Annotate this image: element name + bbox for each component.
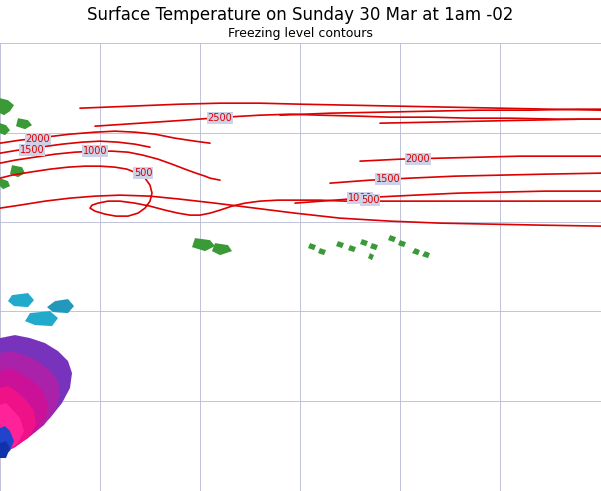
Polygon shape xyxy=(422,251,430,258)
Text: 2000: 2000 xyxy=(26,134,50,144)
Text: 2000: 2000 xyxy=(406,154,430,164)
Polygon shape xyxy=(10,165,25,177)
Polygon shape xyxy=(212,243,232,255)
Polygon shape xyxy=(8,293,34,307)
Text: 2500: 2500 xyxy=(207,113,233,123)
Polygon shape xyxy=(16,118,32,129)
Polygon shape xyxy=(0,386,36,453)
Polygon shape xyxy=(47,299,74,313)
Text: 1000: 1000 xyxy=(83,146,107,156)
Polygon shape xyxy=(0,335,72,458)
Polygon shape xyxy=(25,311,58,326)
Text: Freezing level contours: Freezing level contours xyxy=(228,27,373,40)
Text: 1000: 1000 xyxy=(348,193,372,203)
Polygon shape xyxy=(368,253,374,260)
Polygon shape xyxy=(0,403,24,451)
Polygon shape xyxy=(388,235,396,242)
Text: Surface Temperature on Sunday 30 Mar at 1am -02: Surface Temperature on Sunday 30 Mar at … xyxy=(87,6,514,24)
Polygon shape xyxy=(348,245,356,252)
Polygon shape xyxy=(0,123,10,135)
Polygon shape xyxy=(0,368,48,455)
Polygon shape xyxy=(0,426,14,455)
Text: 500: 500 xyxy=(134,168,152,178)
Polygon shape xyxy=(308,243,316,250)
Polygon shape xyxy=(0,441,10,458)
Polygon shape xyxy=(0,178,10,189)
Polygon shape xyxy=(336,241,344,248)
Text: 1500: 1500 xyxy=(376,174,400,184)
Text: 1500: 1500 xyxy=(20,145,44,155)
Text: 500: 500 xyxy=(361,195,379,205)
Polygon shape xyxy=(318,248,326,255)
Polygon shape xyxy=(412,248,420,255)
Polygon shape xyxy=(0,351,60,453)
Polygon shape xyxy=(370,243,378,250)
Polygon shape xyxy=(0,98,14,115)
Polygon shape xyxy=(192,238,215,251)
Polygon shape xyxy=(398,240,406,247)
Polygon shape xyxy=(360,239,368,246)
